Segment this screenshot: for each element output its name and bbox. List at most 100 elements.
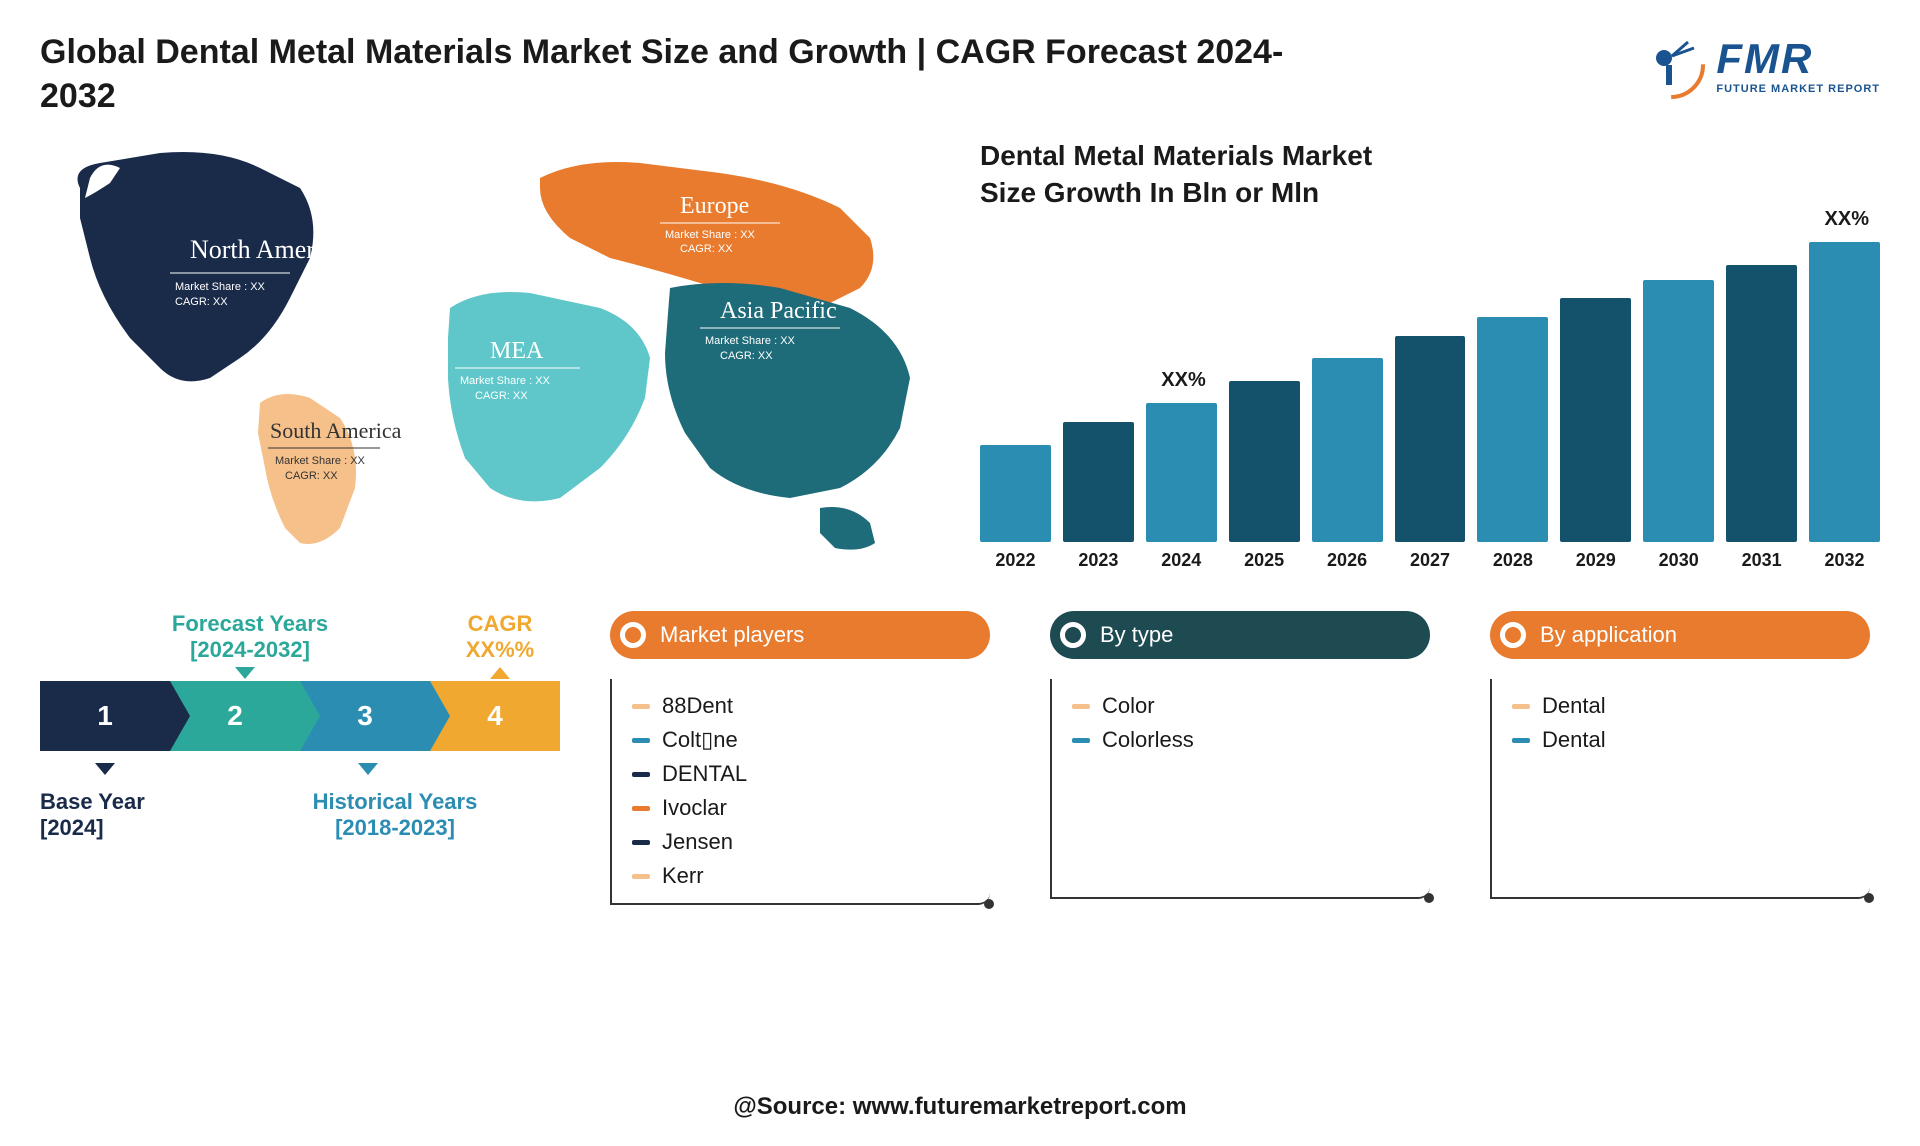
page-title: Global Dental Metal Materials Market Siz… [40, 30, 1340, 118]
item-marker-icon [632, 738, 650, 743]
bar-year-label: 2022 [995, 550, 1035, 571]
hist-label: Historical Years [2018-2023] [295, 789, 495, 841]
base-arrow-icon [95, 763, 115, 775]
category-item: Jensen [632, 825, 990, 859]
forecast-value: [2024-2032] [170, 637, 330, 663]
forecast-label: Forecast Years [2024-2032] [170, 611, 330, 663]
bar [1809, 242, 1880, 542]
item-marker-icon [1512, 738, 1530, 743]
bar-year-label: 2023 [1078, 550, 1118, 571]
mea-share: Market Share : XX [460, 375, 551, 387]
bar-year-label: 2028 [1493, 550, 1533, 571]
eu-label: Europe [680, 193, 749, 219]
hist-arrow-icon [358, 763, 378, 775]
category-item: 88Dent [632, 689, 990, 723]
logo-icon [1636, 30, 1706, 100]
cagr-label: CAGR XX%% [440, 611, 560, 663]
forecast-title: Forecast Years [170, 611, 330, 637]
ap-share: Market Share : XX [705, 335, 796, 347]
header: Global Dental Metal Materials Market Siz… [40, 30, 1880, 118]
bar-year-label: 2032 [1824, 550, 1864, 571]
category-title: By application [1540, 622, 1677, 648]
sa-label: South America [270, 418, 402, 443]
south-america-shape [258, 394, 356, 544]
item-marker-icon [632, 704, 650, 709]
category-item: Dental [1512, 723, 1870, 757]
bar-group: 2025 [1229, 381, 1300, 571]
world-map: North America Market Share : XX CAGR: XX… [40, 138, 940, 558]
category-item: Dental [1512, 689, 1870, 723]
bar [1643, 280, 1714, 543]
eu-share: Market Share : XX [665, 229, 756, 241]
category-header: By application [1490, 611, 1870, 659]
item-text: DENTAL [662, 761, 747, 787]
ap-cagr: CAGR: XX [720, 350, 773, 362]
timeline-segment: 1 [40, 681, 170, 751]
category-item: Colorless [1072, 723, 1430, 757]
bar-year-label: 2029 [1576, 550, 1616, 571]
item-text: Colorless [1102, 727, 1194, 753]
cagr-arrow-icon [490, 667, 510, 679]
cagr-title: CAGR [440, 611, 560, 637]
item-marker-icon [632, 874, 650, 879]
fmr-logo: FMR FUTURE MARKET REPORT [1636, 30, 1880, 100]
bar [1146, 403, 1217, 542]
item-text: Ivoclar [662, 795, 727, 821]
logo-text-main: FMR [1716, 35, 1880, 83]
item-text: Kerr [662, 863, 704, 889]
bar-annotation: XX% [1161, 369, 1205, 392]
na-label: North America [190, 235, 346, 264]
bar-group: 2030 [1643, 280, 1714, 572]
category-header: By type [1050, 611, 1430, 659]
bar-year-label: 2027 [1410, 550, 1450, 571]
bar-group: 2023 [1063, 422, 1134, 571]
bar-chart: Dental Metal Materials Market Size Growt… [980, 138, 1880, 571]
timeline-bottom-labels: Base Year [2024] Historical Years [2018-… [40, 781, 560, 861]
bar [1560, 298, 1631, 542]
bar [1395, 336, 1466, 542]
bar-group: 2028 [1477, 317, 1548, 571]
bars-container: 2022 2023 2024 2025 2026 2027 2028 2029 2030 2031… [980, 231, 1880, 571]
map-svg: North America Market Share : XX CAGR: XX… [40, 138, 940, 558]
na-cagr: CAGR: XX [175, 296, 228, 308]
category-title: By type [1100, 622, 1173, 648]
bottom-section: Forecast Years [2024-2032] CAGR XX%% 123… [40, 611, 1880, 905]
category-header: Market players [610, 611, 990, 659]
item-marker-icon [632, 840, 650, 845]
timeline-bar: 1234 [40, 681, 560, 751]
bar-year-label: 2030 [1659, 550, 1699, 571]
category-column: By application Dental Dental [1490, 611, 1870, 905]
sa-cagr: CAGR: XX [285, 470, 338, 482]
categories-row: Market players 88Dent Colt▯ne DENTAL Ivoclar… [610, 611, 1880, 905]
category-column: Market players 88Dent Colt▯ne DENTAL Ivoclar… [610, 611, 990, 905]
category-item: Ivoclar [632, 791, 990, 825]
category-item: Colt▯ne [632, 723, 990, 757]
bar [1312, 358, 1383, 542]
bar-group: 2026 [1312, 358, 1383, 571]
bar-annotation: XX% [1825, 208, 1869, 231]
item-marker-icon [1512, 704, 1530, 709]
source-line: @Source: www.futuremarketreport.com [733, 1093, 1186, 1121]
timeline: Forecast Years [2024-2032] CAGR XX%% 123… [40, 611, 560, 861]
bar [1229, 381, 1300, 542]
bar-year-label: 2031 [1742, 550, 1782, 571]
bar-year-label: 2025 [1244, 550, 1284, 571]
category-item: Color [1072, 689, 1430, 723]
item-marker-icon [1072, 738, 1090, 743]
item-text: Dental [1542, 693, 1606, 719]
bar-group: 2029 [1560, 298, 1631, 571]
base-title: Base Year [40, 789, 180, 815]
ap-label: Asia Pacific [720, 298, 837, 324]
na-share: Market Share : XX [175, 281, 266, 293]
bar-group: 2022 [980, 445, 1051, 572]
item-text: 88Dent [662, 693, 733, 719]
category-items: Color Colorless [1050, 679, 1430, 899]
category-item: Kerr [632, 859, 990, 893]
top-section: North America Market Share : XX CAGR: XX… [40, 138, 1880, 571]
item-text: Color [1102, 693, 1155, 719]
bar-group: 2027 [1395, 336, 1466, 571]
bar-year-label: 2024 [1161, 550, 1201, 571]
category-items: 88Dent Colt▯ne DENTAL Ivoclar Jensen Kerr [610, 679, 990, 905]
north-america-shape [78, 152, 314, 381]
category-items: Dental Dental [1490, 679, 1870, 899]
